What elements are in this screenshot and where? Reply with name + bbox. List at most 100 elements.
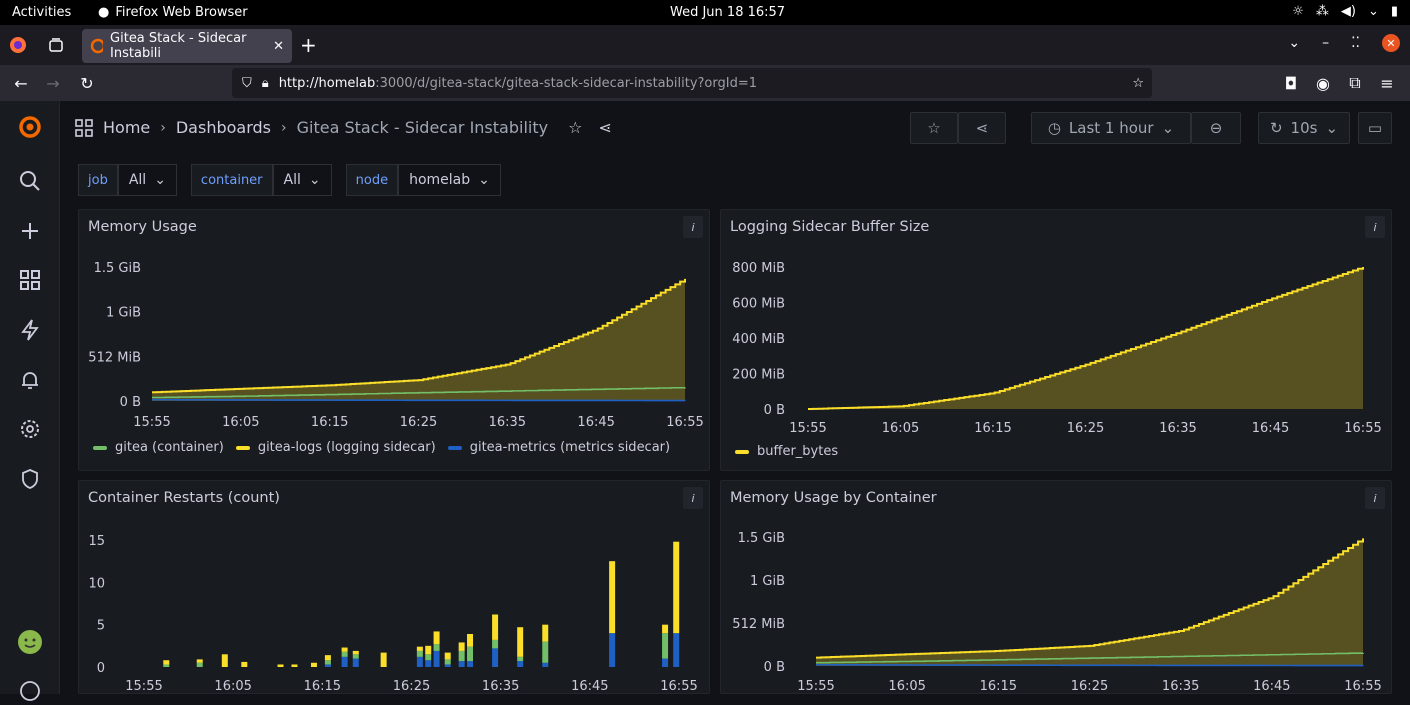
bar-segment-blue <box>673 633 680 667</box>
favorite-star-icon[interactable]: ☆ <box>568 118 583 137</box>
legend: gitea (container) gitea-logs (logging si… <box>93 440 670 455</box>
shield-icon[interactable] <box>16 465 44 493</box>
info-icon[interactable]: i <box>1365 487 1385 509</box>
bar-segment-blue <box>341 656 348 667</box>
minimize-icon[interactable]: – <box>1322 35 1330 51</box>
firefox-menu-button[interactable] <box>2 29 34 61</box>
x-tick-label: 16:15 <box>311 415 348 430</box>
time-range-picker[interactable]: ◷ Last 1 hour ⌄ <box>1031 112 1191 144</box>
zoom-out-button[interactable]: ⊖ <box>1191 112 1241 144</box>
window-close-icon[interactable]: ✕ <box>1382 34 1400 52</box>
refresh-picker[interactable]: ↻ 10s ⌄ <box>1258 112 1350 144</box>
panel-buffer-size[interactable]: Logging Sidecar Buffer Size i 0 B 200 MiB… <box>720 209 1392 471</box>
tab-title: Gitea Stack - Sidecar Instabili <box>110 31 247 61</box>
x-tick-label: 16:15 <box>304 679 341 694</box>
grafana-logo-icon[interactable] <box>16 113 44 141</box>
alerting-bell-icon[interactable] <box>16 366 44 394</box>
avatar[interactable] <box>16 628 44 656</box>
lock-icon[interactable]: 🔒︎ <box>261 75 269 91</box>
chart-buffer-size[interactable]: 0 B 200 MiB 400 MiB 600 MiB 800 MiB 15:55 16:0… <box>721 210 1393 442</box>
url-text[interactable]: http://homelab:3000/d/gitea-stack/gitea-… <box>278 75 757 91</box>
x-tick-label: 16:15 <box>980 679 1017 694</box>
breadcrumb-dashboards[interactable]: Dashboards <box>175 118 271 137</box>
mark-favorite-button[interactable]: ☆ <box>910 112 958 144</box>
system-tray[interactable]: ☼ ⁂ ◀) ⌄ ▮ <box>1292 4 1398 19</box>
info-icon[interactable]: i <box>1365 216 1385 238</box>
x-tick-label: 15:55 <box>789 421 826 436</box>
back-icon[interactable]: ← <box>14 73 28 93</box>
apps-grid-icon[interactable] <box>75 118 93 137</box>
bar-segment-yellow <box>444 652 451 660</box>
variable-select-node[interactable]: homelab ⌄ <box>398 164 501 196</box>
bar-segment-blue <box>458 661 465 667</box>
activities-button[interactable]: Activities <box>12 5 72 20</box>
extensions-icon[interactable]: ⧉ <box>1349 73 1361 92</box>
bar-segment-yellow <box>241 661 248 667</box>
bar-segment-blue <box>492 648 499 667</box>
share-dashboard-button[interactable]: ⋖ <box>958 112 1006 144</box>
panel-container-restarts[interactable]: Container Restarts (count) i 0 5 10 15 15:55… <box>78 480 710 694</box>
series-line-blue <box>152 398 686 402</box>
legend-item-gitea[interactable]: gitea (container) <box>93 440 224 455</box>
url-bar[interactable]: ⛉ 🔒︎ http://homelab:3000/d/gitea-stack/g… <box>232 68 1152 98</box>
explore-lightning-icon[interactable] <box>16 316 44 344</box>
window-controls: ⌄ – ⁚⁚ ✕ <box>1288 34 1400 52</box>
battery-icon: ▮ <box>1390 4 1398 19</box>
chart-container-restarts[interactable]: 0 5 10 15 15:55 16:05 16:15 16:25 16:35 16:45 16:5… <box>79 481 711 695</box>
hamburger-menu-icon[interactable]: ≡ <box>1380 73 1394 93</box>
app-menu[interactable]: ● Firefox Web Browser <box>98 5 248 20</box>
y-tick-label: 0 B <box>120 395 141 410</box>
variable-select-job[interactable]: All ⌄ <box>117 164 177 196</box>
bookmark-star-icon[interactable]: ☆ <box>1132 75 1144 91</box>
variable-select-container[interactable]: All ⌄ <box>272 164 332 196</box>
chevron-right-icon: › <box>160 119 166 136</box>
info-icon[interactable]: i <box>683 487 703 509</box>
page-title: Gitea Stack - Sidecar Instability <box>296 118 549 137</box>
chart-memory-by-container[interactable]: 0 B 512 MiB 1 GiB 1.5 GiB 15:55 16:05 16:15 16:… <box>721 481 1393 695</box>
legend-item-buffer-bytes[interactable]: buffer_bytes <box>735 444 838 459</box>
panel-memory-usage[interactable]: Memory Usage i 0 B 512 MiB 1 GiB 1.5 GiB 15:… <box>78 209 710 471</box>
tab-gitea-stack[interactable]: Gitea Stack - Sidecar Instabili ✕ <box>82 29 292 63</box>
maximize-icon[interactable]: ⁚⁚ <box>1351 35 1360 51</box>
bar-segment-blue <box>324 664 331 667</box>
x-tick-label: 16:45 <box>1253 679 1290 694</box>
help-icon[interactable] <box>16 677 44 705</box>
plus-icon[interactable] <box>16 217 44 245</box>
reload-icon[interactable]: ↻ <box>80 73 94 93</box>
bar-segment-green <box>433 644 440 651</box>
panel-memory-by-container[interactable]: Memory Usage by Container i 0 B 512 MiB 1 … <box>720 480 1392 694</box>
y-tick-label: 1 GiB <box>106 306 141 321</box>
list-all-tabs-icon[interactable]: ⌄ <box>1288 35 1301 51</box>
bar-segment-yellow <box>673 541 680 634</box>
tracking-protection-icon[interactable]: ⛉ <box>242 75 252 91</box>
share-icon[interactable]: ⋖ <box>598 118 612 137</box>
pocket-icon[interactable]: ◘ <box>1284 73 1298 93</box>
settings-gear-icon[interactable] <box>16 415 44 443</box>
bar-segment-yellow <box>310 662 317 667</box>
tv-mode-button[interactable]: ▭ <box>1358 112 1392 144</box>
x-tick-label: 16:55 <box>1344 679 1381 694</box>
breadcrumb-home[interactable]: Home <box>103 118 151 137</box>
bar-segment-yellow <box>517 627 524 657</box>
account-icon[interactable]: ◉ <box>1316 73 1330 93</box>
legend-item-gitea-metrics[interactable]: gitea-metrics (metrics sidecar) <box>447 440 670 455</box>
clock[interactable]: Wed Jun 18 16:57 <box>670 5 786 20</box>
dashboards-icon[interactable] <box>16 266 44 294</box>
bar-segment-yellow <box>425 645 432 655</box>
chevron-down-icon: ⌄ <box>1161 119 1175 137</box>
legend: buffer_bytes <box>735 444 838 459</box>
info-icon[interactable]: i <box>683 216 703 238</box>
search-icon[interactable] <box>16 167 44 195</box>
chart-memory-usage[interactable]: 0 B 512 MiB 1 GiB 1.5 GiB 15:55 16:05 16:15 16:… <box>79 210 711 440</box>
bar-segment-green <box>517 656 524 662</box>
y-tick-label: 10 <box>88 576 105 591</box>
bar-segment-yellow <box>163 660 170 665</box>
new-tab-button[interactable]: + <box>300 33 317 57</box>
legend-item-gitea-logs[interactable]: gitea-logs (logging sidecar) <box>235 440 436 455</box>
tab-overview-button[interactable] <box>40 29 72 61</box>
close-icon[interactable]: ✕ <box>273 38 284 54</box>
bar-segment-blue <box>433 650 440 667</box>
bar-segment-blue <box>662 658 669 667</box>
forward-icon[interactable]: → <box>46 73 60 93</box>
grafana-favicon-icon <box>90 38 104 54</box>
